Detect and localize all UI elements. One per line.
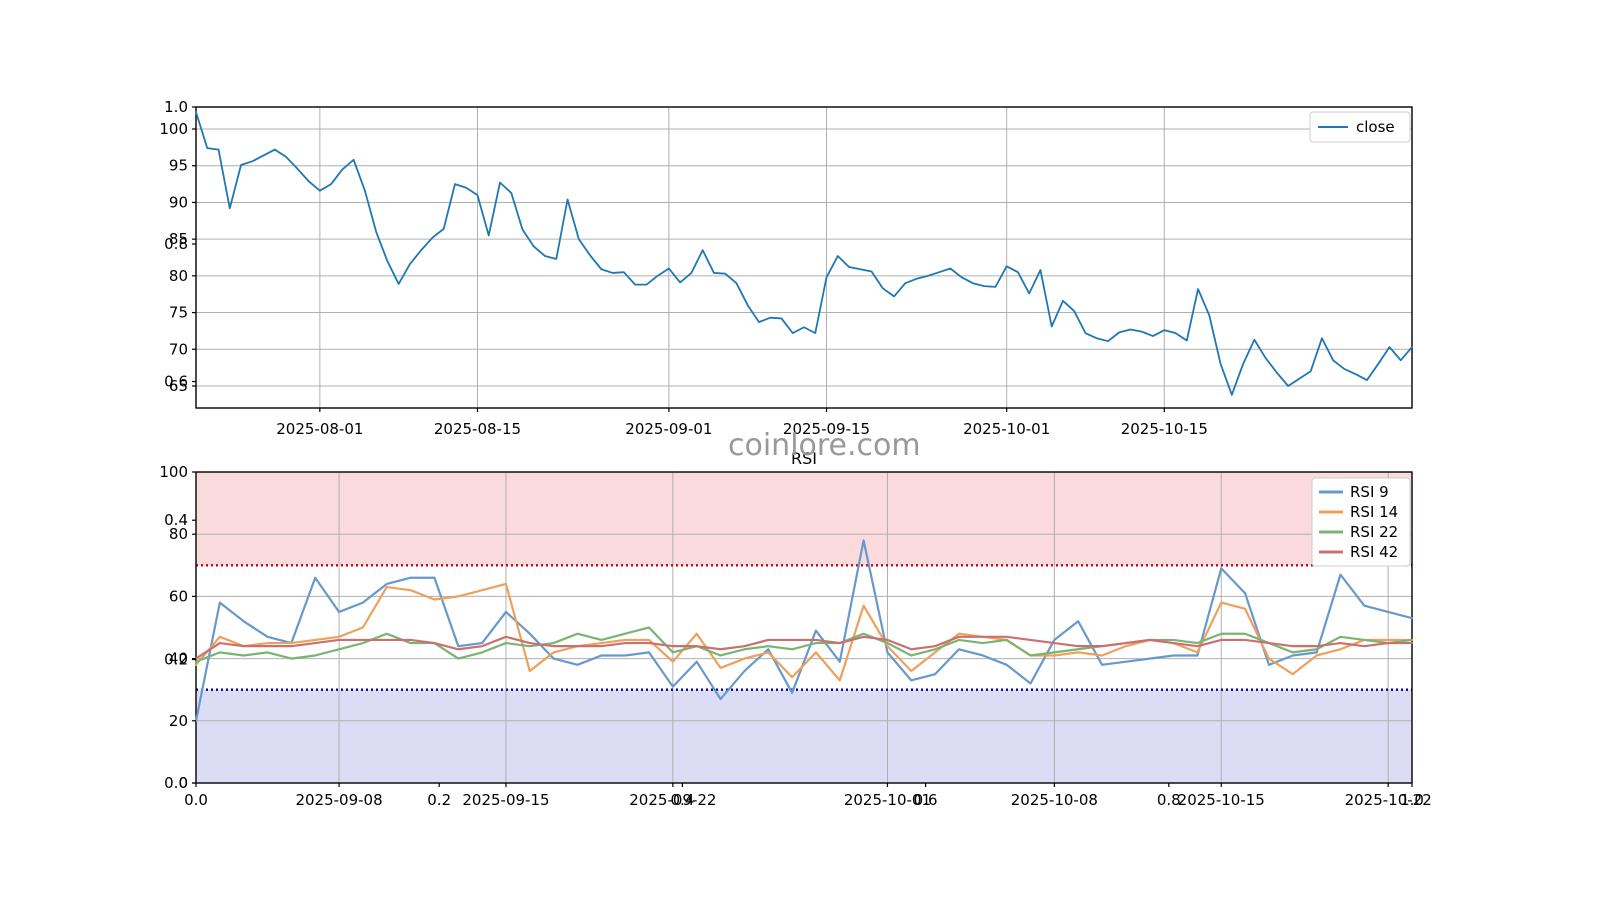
price-ytick-label: 95 (169, 157, 188, 175)
rsi-line-rsi-22 (194, 626, 1414, 663)
rsi-line-rsi-14 (194, 582, 1414, 682)
rsi-xtick-date-label: 2025-10-22 (1345, 791, 1432, 809)
price-ytick-label: 75 (169, 304, 188, 322)
rsi-band-overbought (196, 472, 1412, 566)
rsi-ytick-label: 100 (159, 463, 188, 481)
price-ytick-norm-label: 0.8 (164, 235, 188, 253)
rsi-band-oversold (196, 689, 1412, 783)
price-line-close (195, 111, 1413, 396)
rsi-ytick-label: 20 (169, 712, 188, 730)
rsi-xtick-norm-label: 0.8 (1157, 791, 1181, 809)
rsi-line-rsi-9 (194, 539, 1414, 722)
rsi-ytick-norm-label: 0.4 (164, 511, 188, 529)
price-xtick-label: 2025-08-01 (276, 420, 363, 438)
price-xtick-label: 2025-09-15 (783, 420, 870, 438)
rsi-xtick-norm-label: 0.4 (670, 791, 694, 809)
rsi-legend[interactable]: RSI 9 RSI 14 RSI 22 RSI 42 (1311, 477, 1411, 567)
rsi-ytick-label: 60 (169, 587, 188, 605)
price-xtick-label: 2025-10-01 (963, 420, 1050, 438)
price-ytick-label: 85 (169, 230, 188, 248)
watermark-text: coinlore.com (728, 428, 921, 463)
rsi-chart-title: RSI (791, 449, 817, 468)
rsi-line-rsi-42 (194, 635, 1414, 660)
rsi-xtick-date-label: 2025-10-08 (1011, 791, 1098, 809)
price-ytick-label: 100 (159, 120, 188, 138)
price-xtick-label: 2025-10-15 (1121, 420, 1208, 438)
price-xtick-label: 2025-09-01 (625, 420, 712, 438)
price-ytick-norm-label: 0.6 (164, 373, 188, 391)
price-xtick-label: 2025-08-15 (434, 420, 521, 438)
rsi-ytick-norm-label: 0.0 (164, 774, 188, 792)
rsi-xtick-date-label: 2025-09-08 (295, 791, 382, 809)
price-ytick-norm-label: 1.0 (164, 98, 188, 116)
price-legend[interactable]: close (1309, 111, 1411, 143)
rsi-xtick-date-label: 2025-10-01 (844, 791, 931, 809)
rsi-xtick-norm-label: 0.2 (427, 791, 451, 809)
rsi-legend-label: RSI 42 (1350, 543, 1398, 561)
rsi-xtick-norm-label: 0.6 (914, 791, 938, 809)
rsi-ytick-label: 40 (169, 650, 188, 668)
price-ytick-label: 70 (169, 340, 188, 358)
rsi-xtick-norm-label: 1.0 (1400, 791, 1424, 809)
watermark: coinlore.com (728, 428, 921, 463)
rsi-xtick-date-label: 2025-09-15 (462, 791, 549, 809)
price-legend-label: close (1356, 118, 1395, 136)
rsi-chart: 0 20 40 60 80 100 0.4 0.2 0.0 2025-09-08 2025-09-1… (159, 449, 1432, 809)
price-ytick-label: 90 (169, 193, 188, 211)
price-chart: 100 95 90 85 80 75 70 65 1.0 0.8 0.6 2025-08-01 2025… (159, 98, 1413, 438)
price-ytick-label: 65 (169, 377, 188, 395)
rsi-ytick-label: 80 (169, 525, 188, 543)
rsi-xtick-norm-label: 0.0 (184, 791, 208, 809)
rsi-legend-label: RSI 9 (1350, 483, 1389, 501)
price-ytick-label: 80 (169, 267, 188, 285)
rsi-legend-label: RSI 14 (1350, 503, 1398, 521)
rsi-legend-label: RSI 22 (1350, 523, 1398, 541)
rsi-ytick-norm-label: 0.2 (164, 651, 188, 669)
rsi-ytick-label: 0 (178, 774, 188, 792)
rsi-xtick-date-label: 2025-09-22 (629, 791, 716, 809)
rsi-xtick-date-label: 2025-10-15 (1178, 791, 1265, 809)
